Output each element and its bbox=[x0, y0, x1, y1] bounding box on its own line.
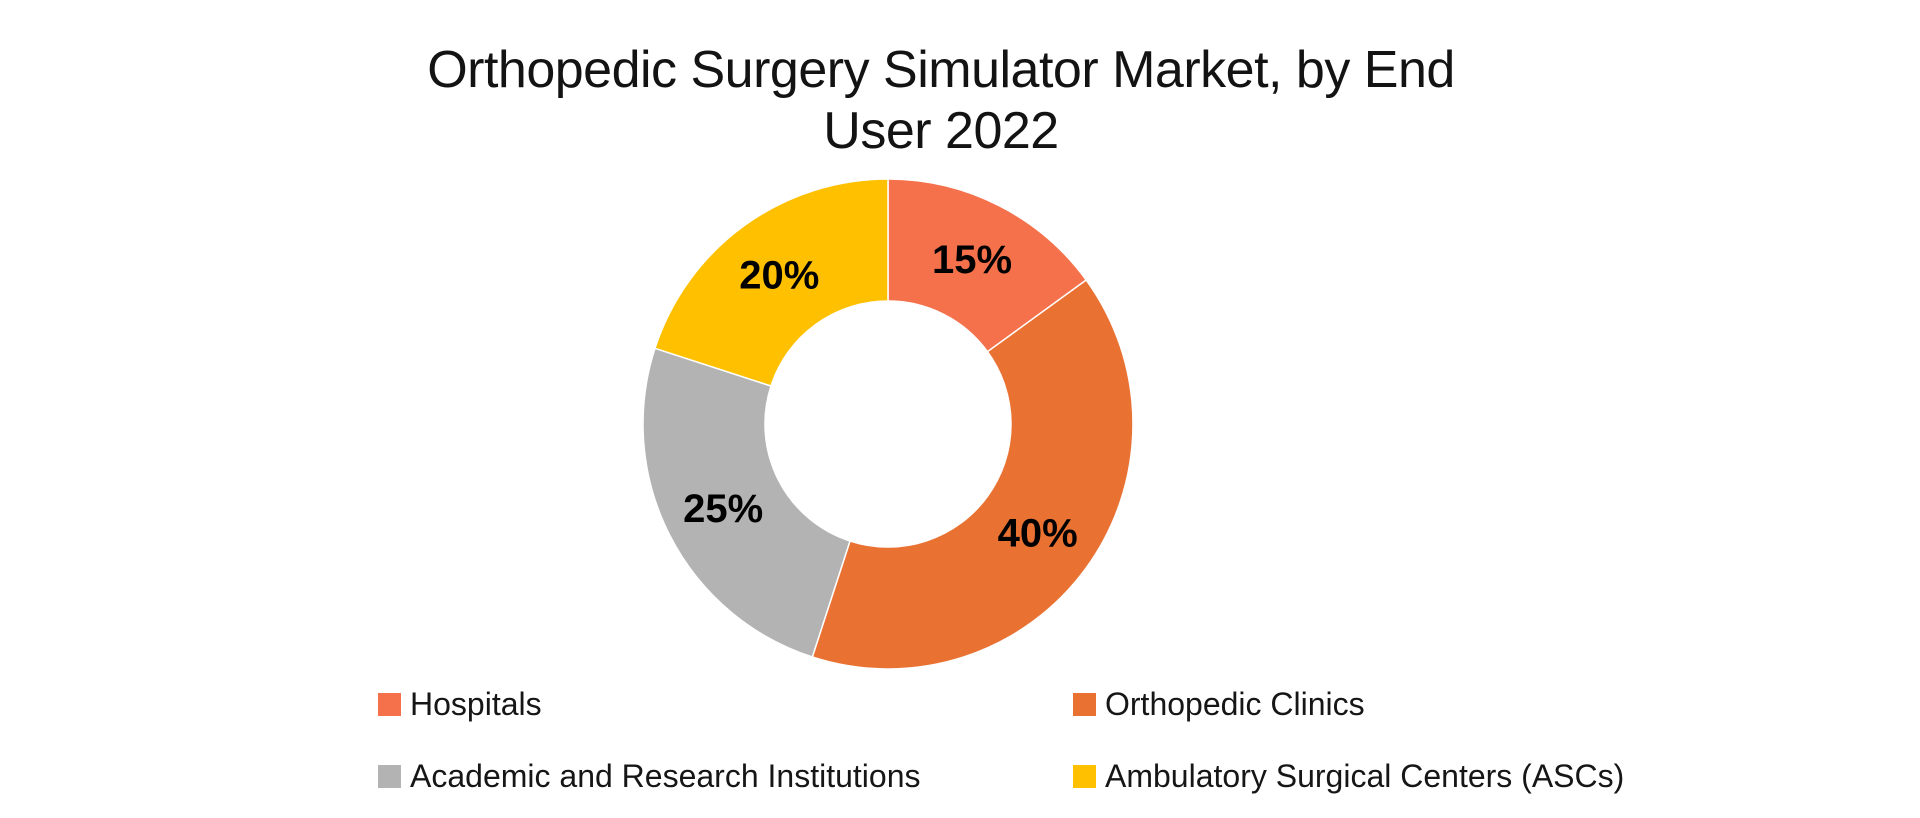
donut-slice-0 bbox=[887, 178, 1088, 353]
chart-title-line-2: User 2022 bbox=[823, 102, 1059, 160]
legend-swatch-ambulatory-surgical-centers bbox=[1073, 764, 1096, 788]
legend-label-hospitals: Hospitals bbox=[410, 686, 542, 722]
slice-data-label-3: 20% bbox=[739, 253, 819, 297]
donut-slice-2 bbox=[642, 347, 851, 658]
slice-data-label-2: 25% bbox=[683, 487, 763, 531]
legend-item-academic-research: Academic and Research Institutions bbox=[378, 757, 920, 795]
chart-title-line-1: Orthopedic Surgery Simulator Market, by … bbox=[427, 41, 1455, 99]
slice-data-label-0: 15% bbox=[932, 238, 1012, 282]
legend-swatch-hospitals bbox=[378, 692, 401, 716]
donut-slice-3 bbox=[654, 178, 889, 387]
legend-swatch-academic-research bbox=[378, 764, 401, 788]
legend-label-ambulatory-surgical-centers: Ambulatory Surgical Centers (ASCs) bbox=[1105, 758, 1625, 794]
legend-label-orthopedic-clinics: Orthopedic Clinics bbox=[1105, 686, 1365, 722]
legend-label-academic-research: Academic and Research Institutions bbox=[410, 758, 921, 794]
donut-slice-1 bbox=[811, 278, 1134, 670]
legend-item-orthopedic-clinics: Orthopedic Clinics bbox=[1073, 685, 1365, 723]
chart-title: Orthopedic Surgery Simulator Market, by … bbox=[341, 40, 1541, 162]
legend-item-hospitals: Hospitals bbox=[378, 685, 542, 723]
legend-swatch-orthopedic-clinics bbox=[1073, 692, 1096, 716]
legend-item-ambulatory-surgical-centers: Ambulatory Surgical Centers (ASCs) bbox=[1073, 757, 1624, 795]
slice-data-label-1: 40% bbox=[998, 512, 1078, 556]
